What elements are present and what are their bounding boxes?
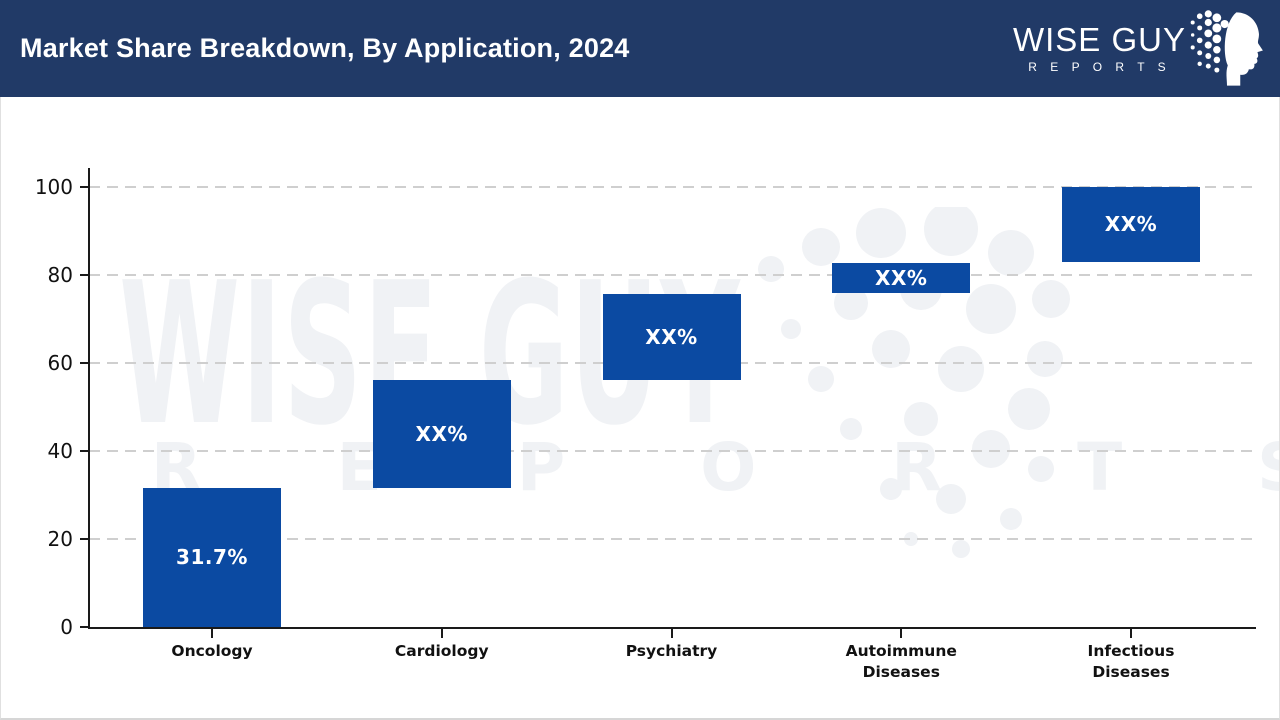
y-tick-label: 80 [47,263,73,287]
grid-line [89,538,1256,540]
y-tick-label: 0 [60,615,73,639]
y-tick-label: 20 [47,527,73,551]
y-axis-tick [80,274,89,276]
y-axis-tick [80,362,89,364]
bar-autoimmune-diseases: XX% [832,263,971,294]
logo-wordmark: WISE GUY [1012,21,1186,58]
bar-infectious-diseases: XX% [1062,187,1200,262]
x-axis-tick [900,629,903,638]
x-axis-line [88,627,1256,629]
wise-guy-logo: WISE GUY R E P O R T S [1013,6,1266,92]
grid-line [89,450,1256,452]
header-bar: Market Share Breakdown, By Application, … [0,0,1280,97]
grid-line [89,274,1256,276]
y-tick-label: 40 [47,439,73,463]
y-axis-tick [80,626,89,628]
x-category-label: Infectious Diseases [1087,642,1175,681]
x-axis-tick [1130,629,1132,638]
bar-cardiology: XX% [372,380,511,488]
bar-oncology: 31.7% [143,487,281,627]
x-axis-tick [211,629,213,638]
chart-title: Market Share Breakdown, By Application, … [20,33,630,63]
x-category-label: Psychiatry [625,642,718,660]
x-category-label: Oncology [171,642,253,660]
y-tick-label: 60 [47,351,73,375]
x-category-label: Autoimmune Diseases [845,642,957,681]
grid-line [89,186,1256,188]
plot-area: WISE GUY R E P O R T S 0 20 40 60 80 100 31.7%… [0,97,1280,720]
bar-value-label: XX% [415,421,468,446]
x-axis-tick [440,629,443,638]
x-category-label: Cardiology [394,642,489,660]
bar-value-label: XX% [1104,212,1158,237]
logo-tagline: R E P O R T S [1028,60,1171,74]
x-axis-tick [670,629,673,638]
bar-value-label: XX% [645,325,698,350]
y-axis-tick [80,450,89,452]
bar-psychiatry: XX% [602,293,741,381]
bar-value-label: 31.7% [176,545,248,570]
y-axis-line [88,168,90,629]
y-axis-tick [80,538,89,540]
y-tick-label: 100 [34,175,73,199]
logo-head-icon [1190,9,1263,86]
bar-value-label: XX% [875,266,928,291]
watermark-tagline: R E P O R T S [151,429,1280,506]
y-axis-tick [80,186,89,188]
